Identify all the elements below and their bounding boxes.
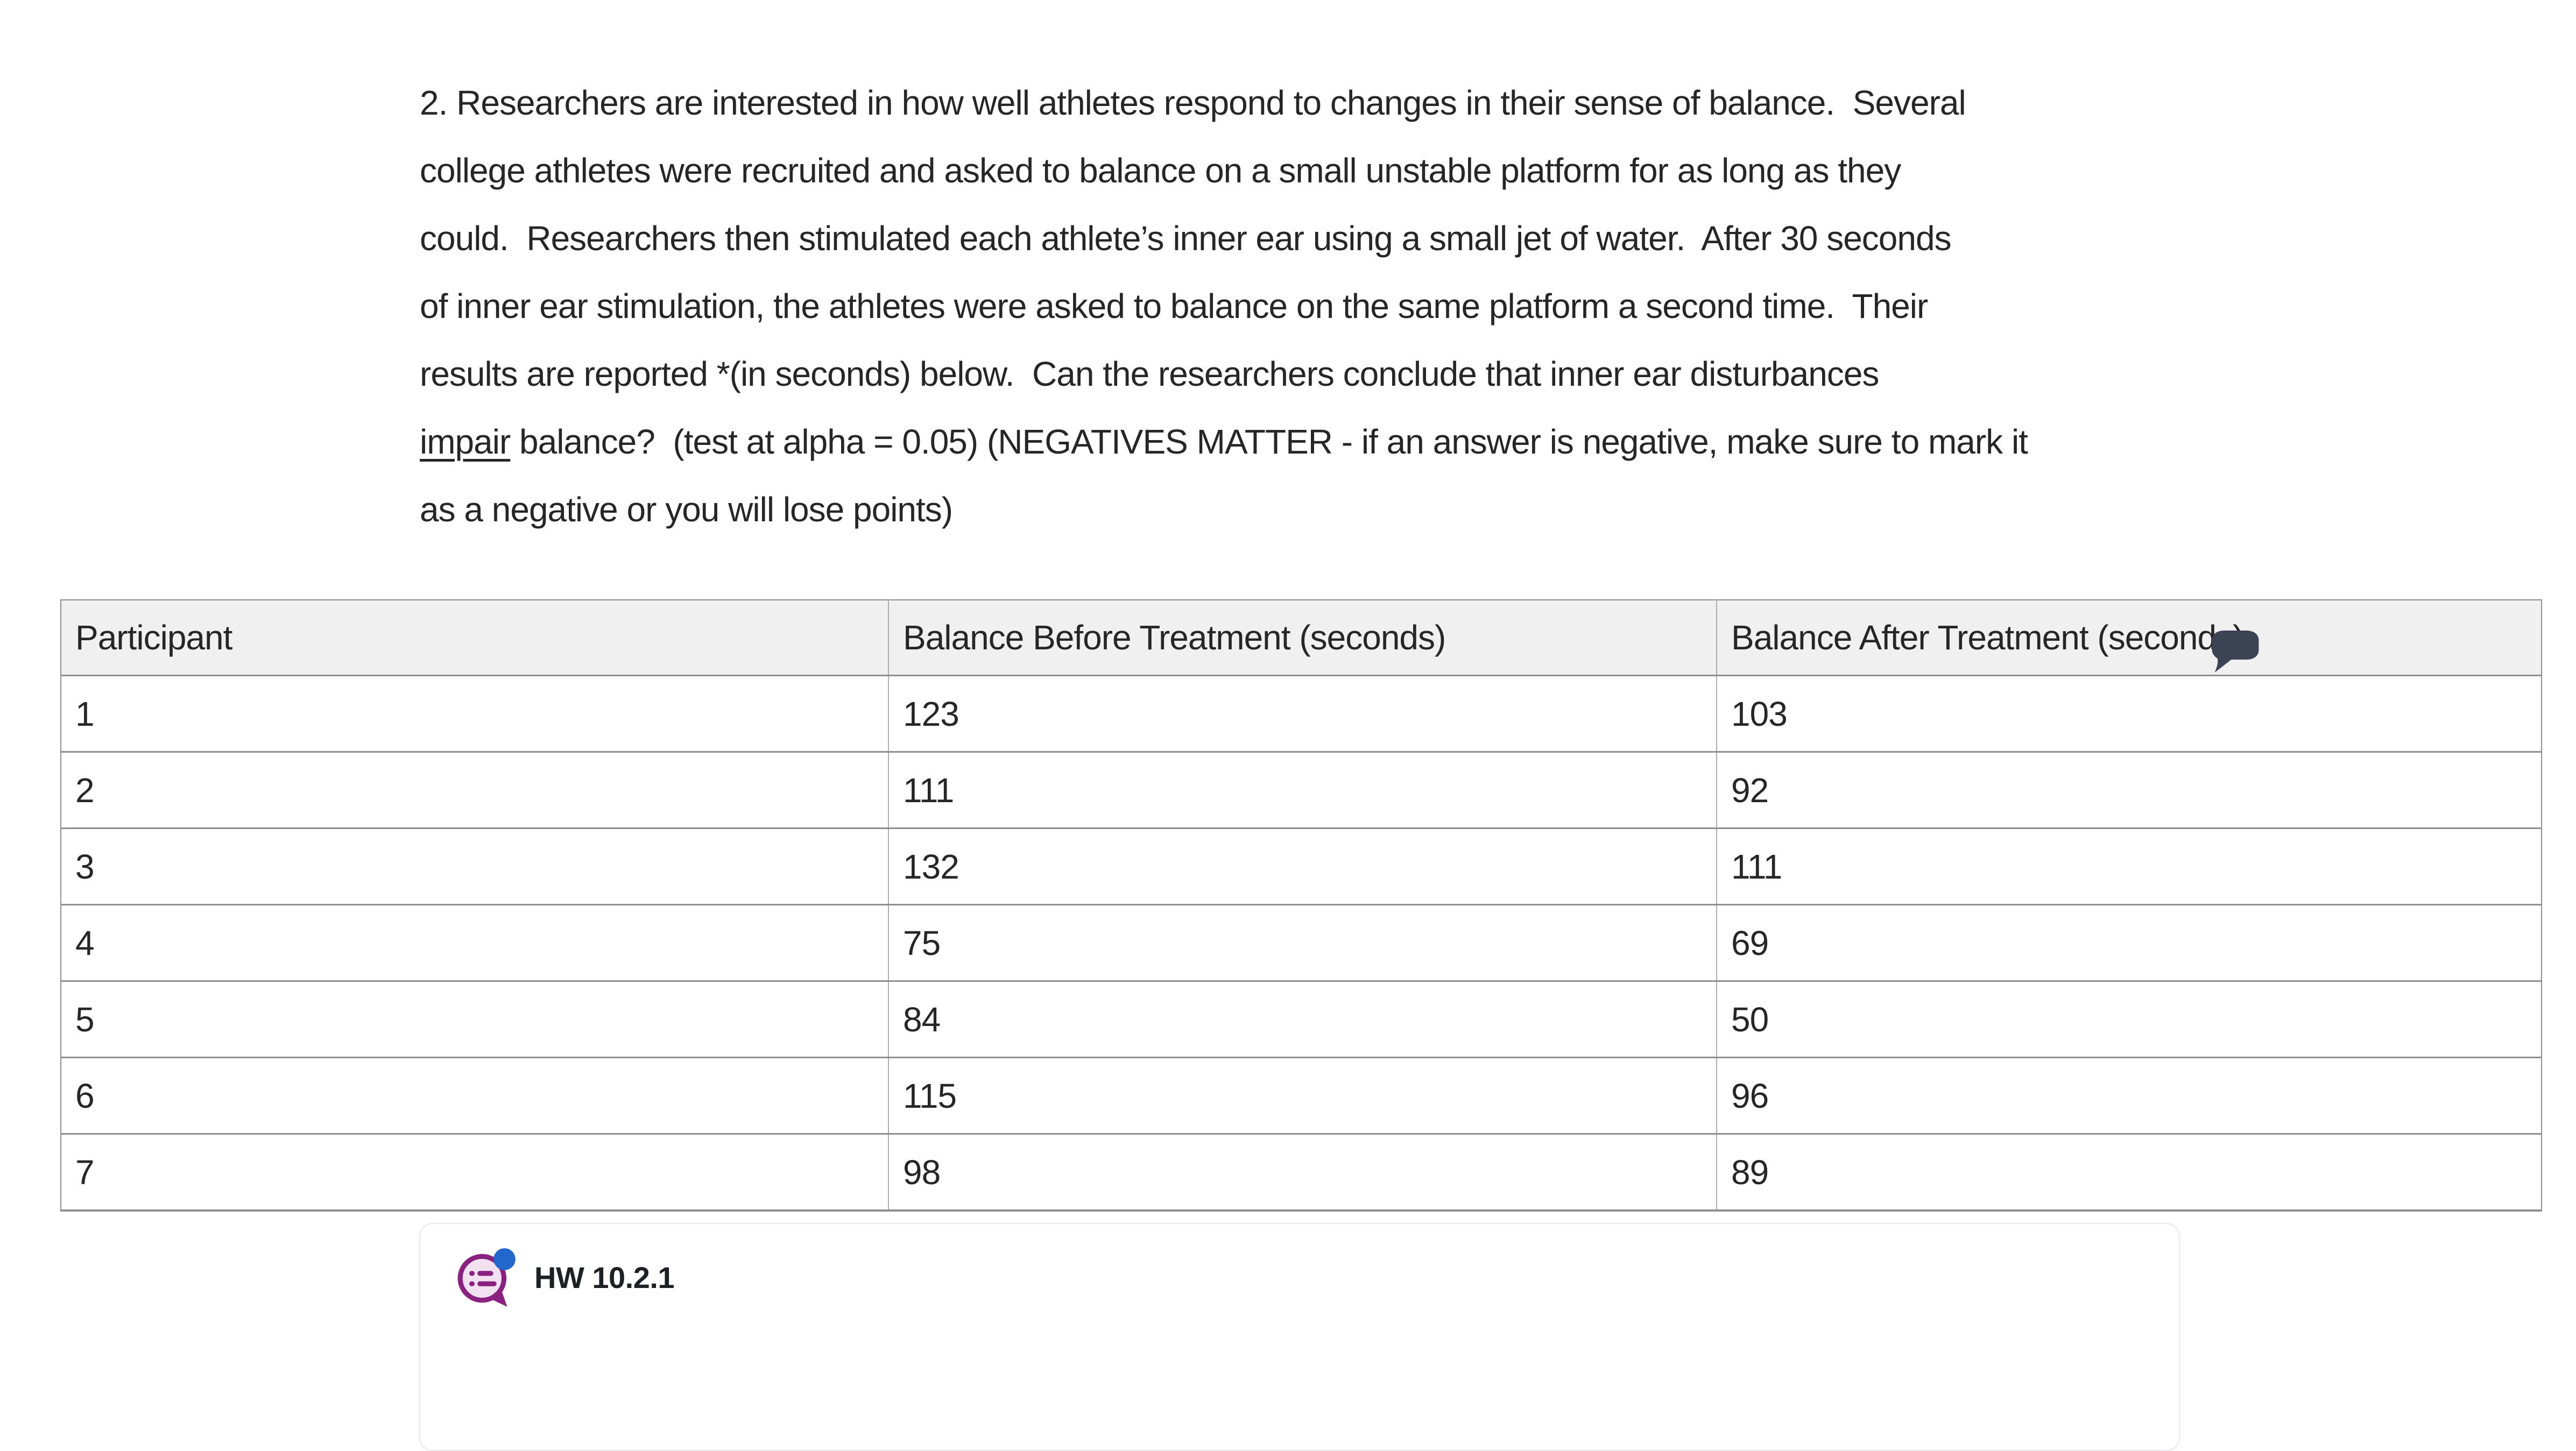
question-line: impair balance? (test at alpha = 0.05) (… xyxy=(420,422,2028,461)
table-cell: 1 xyxy=(61,675,889,753)
results-table: Participant Balance Before Treatment (se… xyxy=(60,599,2542,1212)
table-cell: 5 xyxy=(61,981,889,1058)
table-header-row: Participant Balance Before Treatment (se… xyxy=(61,600,2542,676)
table-cell: 89 xyxy=(1717,1134,2542,1211)
table-row: 3 132 111 xyxy=(61,828,2542,905)
quiz-bubble-lines xyxy=(469,1271,497,1286)
question-line: as a negative or you will lose points) xyxy=(420,490,953,529)
table-cell: 4 xyxy=(61,904,889,982)
table-row: 7 98 89 xyxy=(61,1134,2542,1211)
collaborator-cursor-shape xyxy=(2212,631,2259,673)
table-cell: 111 xyxy=(1717,828,2542,905)
quiz-bubble xyxy=(457,1254,507,1303)
column-header-balance-after: Balance After Treatment (seconds) xyxy=(1717,600,2542,676)
collaborator-cursor-icon xyxy=(2212,631,2259,673)
table-row: 5 84 50 xyxy=(61,981,2542,1058)
table-cell: 132 xyxy=(888,828,1717,905)
table-row: 4 75 69 xyxy=(61,904,2542,982)
table-cell: 7 xyxy=(61,1134,889,1211)
question-line: college athletes were recruited and aske… xyxy=(420,151,1901,190)
table-cell: 6 xyxy=(61,1057,889,1135)
table-cell: 98 xyxy=(888,1134,1717,1211)
table-cell: 123 xyxy=(888,675,1717,753)
table-body: 1 123 103 2 111 92 3 132 111 4 75 69 5 84 50 6 115 96 7 98 8… xyxy=(61,675,2542,1211)
table-cell: 69 xyxy=(1717,904,2542,982)
question-line: results are reported *(in seconds) below… xyxy=(420,355,1879,393)
question-line: of inner ear stimulation, the athletes w… xyxy=(420,287,1928,325)
table-cell: 50 xyxy=(1717,981,2542,1058)
table-cell: 103 xyxy=(1717,675,2542,753)
question-text: 2. Researchers are interested in how wel… xyxy=(420,69,2249,543)
table-cell: 111 xyxy=(888,752,1717,829)
table-cell: 92 xyxy=(1717,752,2542,829)
quiz-chat-bubble-icon xyxy=(457,1248,516,1307)
column-header-balance-before: Balance Before Treatment (seconds) xyxy=(888,600,1717,676)
table-cell: 96 xyxy=(1717,1057,2542,1135)
question-line: 2. Researchers are interested in how wel… xyxy=(420,83,1966,122)
table-cell: 115 xyxy=(888,1057,1717,1135)
assignment-title[interactable]: HW 10.2.1 xyxy=(534,1260,675,1294)
question-line: could. Researchers then stimulated each … xyxy=(420,219,1952,258)
assignment-card[interactable]: HW 10.2.1 xyxy=(419,1223,2180,1451)
status-dot xyxy=(493,1248,516,1270)
table-cell: 75 xyxy=(888,904,1717,982)
quiz-bubble-tail xyxy=(489,1288,507,1307)
table-row: 6 115 96 xyxy=(61,1057,2542,1135)
table-cell: 84 xyxy=(888,981,1717,1058)
assignment-card-content: HW 10.2.1 xyxy=(420,1224,675,1310)
table-cell: 2 xyxy=(61,752,889,829)
table-row: 1 123 103 xyxy=(61,675,2542,753)
table-cell: 3 xyxy=(61,828,889,905)
table-row: 2 111 92 xyxy=(61,752,2542,829)
column-header-participant: Participant xyxy=(61,600,889,676)
